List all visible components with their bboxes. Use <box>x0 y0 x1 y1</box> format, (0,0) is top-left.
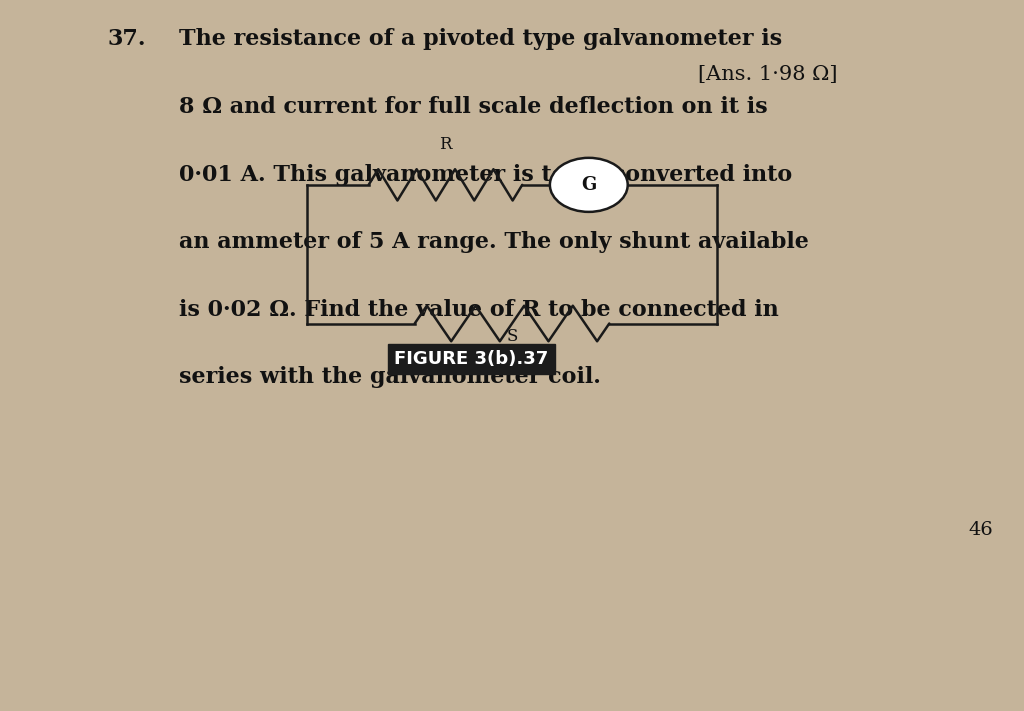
Text: 0·01 A. This galvanometer is to be converted into: 0·01 A. This galvanometer is to be conve… <box>179 164 793 186</box>
Circle shape <box>550 158 628 212</box>
Text: 37.: 37. <box>108 28 146 50</box>
Text: FIGURE 3(b).37: FIGURE 3(b).37 <box>394 350 549 368</box>
Text: is 0·02 Ω. Find the value of R to be connected in: is 0·02 Ω. Find the value of R to be con… <box>179 299 779 321</box>
Text: G: G <box>582 176 596 194</box>
Text: 8 Ω and current for full scale deflection on it is: 8 Ω and current for full scale deflectio… <box>179 96 768 118</box>
Text: an ammeter of 5 A range. The only shunt available: an ammeter of 5 A range. The only shunt … <box>179 231 809 253</box>
Text: The resistance of a pivoted type galvanometer is: The resistance of a pivoted type galvano… <box>179 28 782 50</box>
Text: 46: 46 <box>969 520 993 539</box>
Text: series with the galvanometer coil.: series with the galvanometer coil. <box>179 366 601 388</box>
Text: [Ans. 1·98 Ω]: [Ans. 1·98 Ω] <box>698 65 838 84</box>
Text: S: S <box>506 328 518 345</box>
Text: R: R <box>439 136 452 153</box>
